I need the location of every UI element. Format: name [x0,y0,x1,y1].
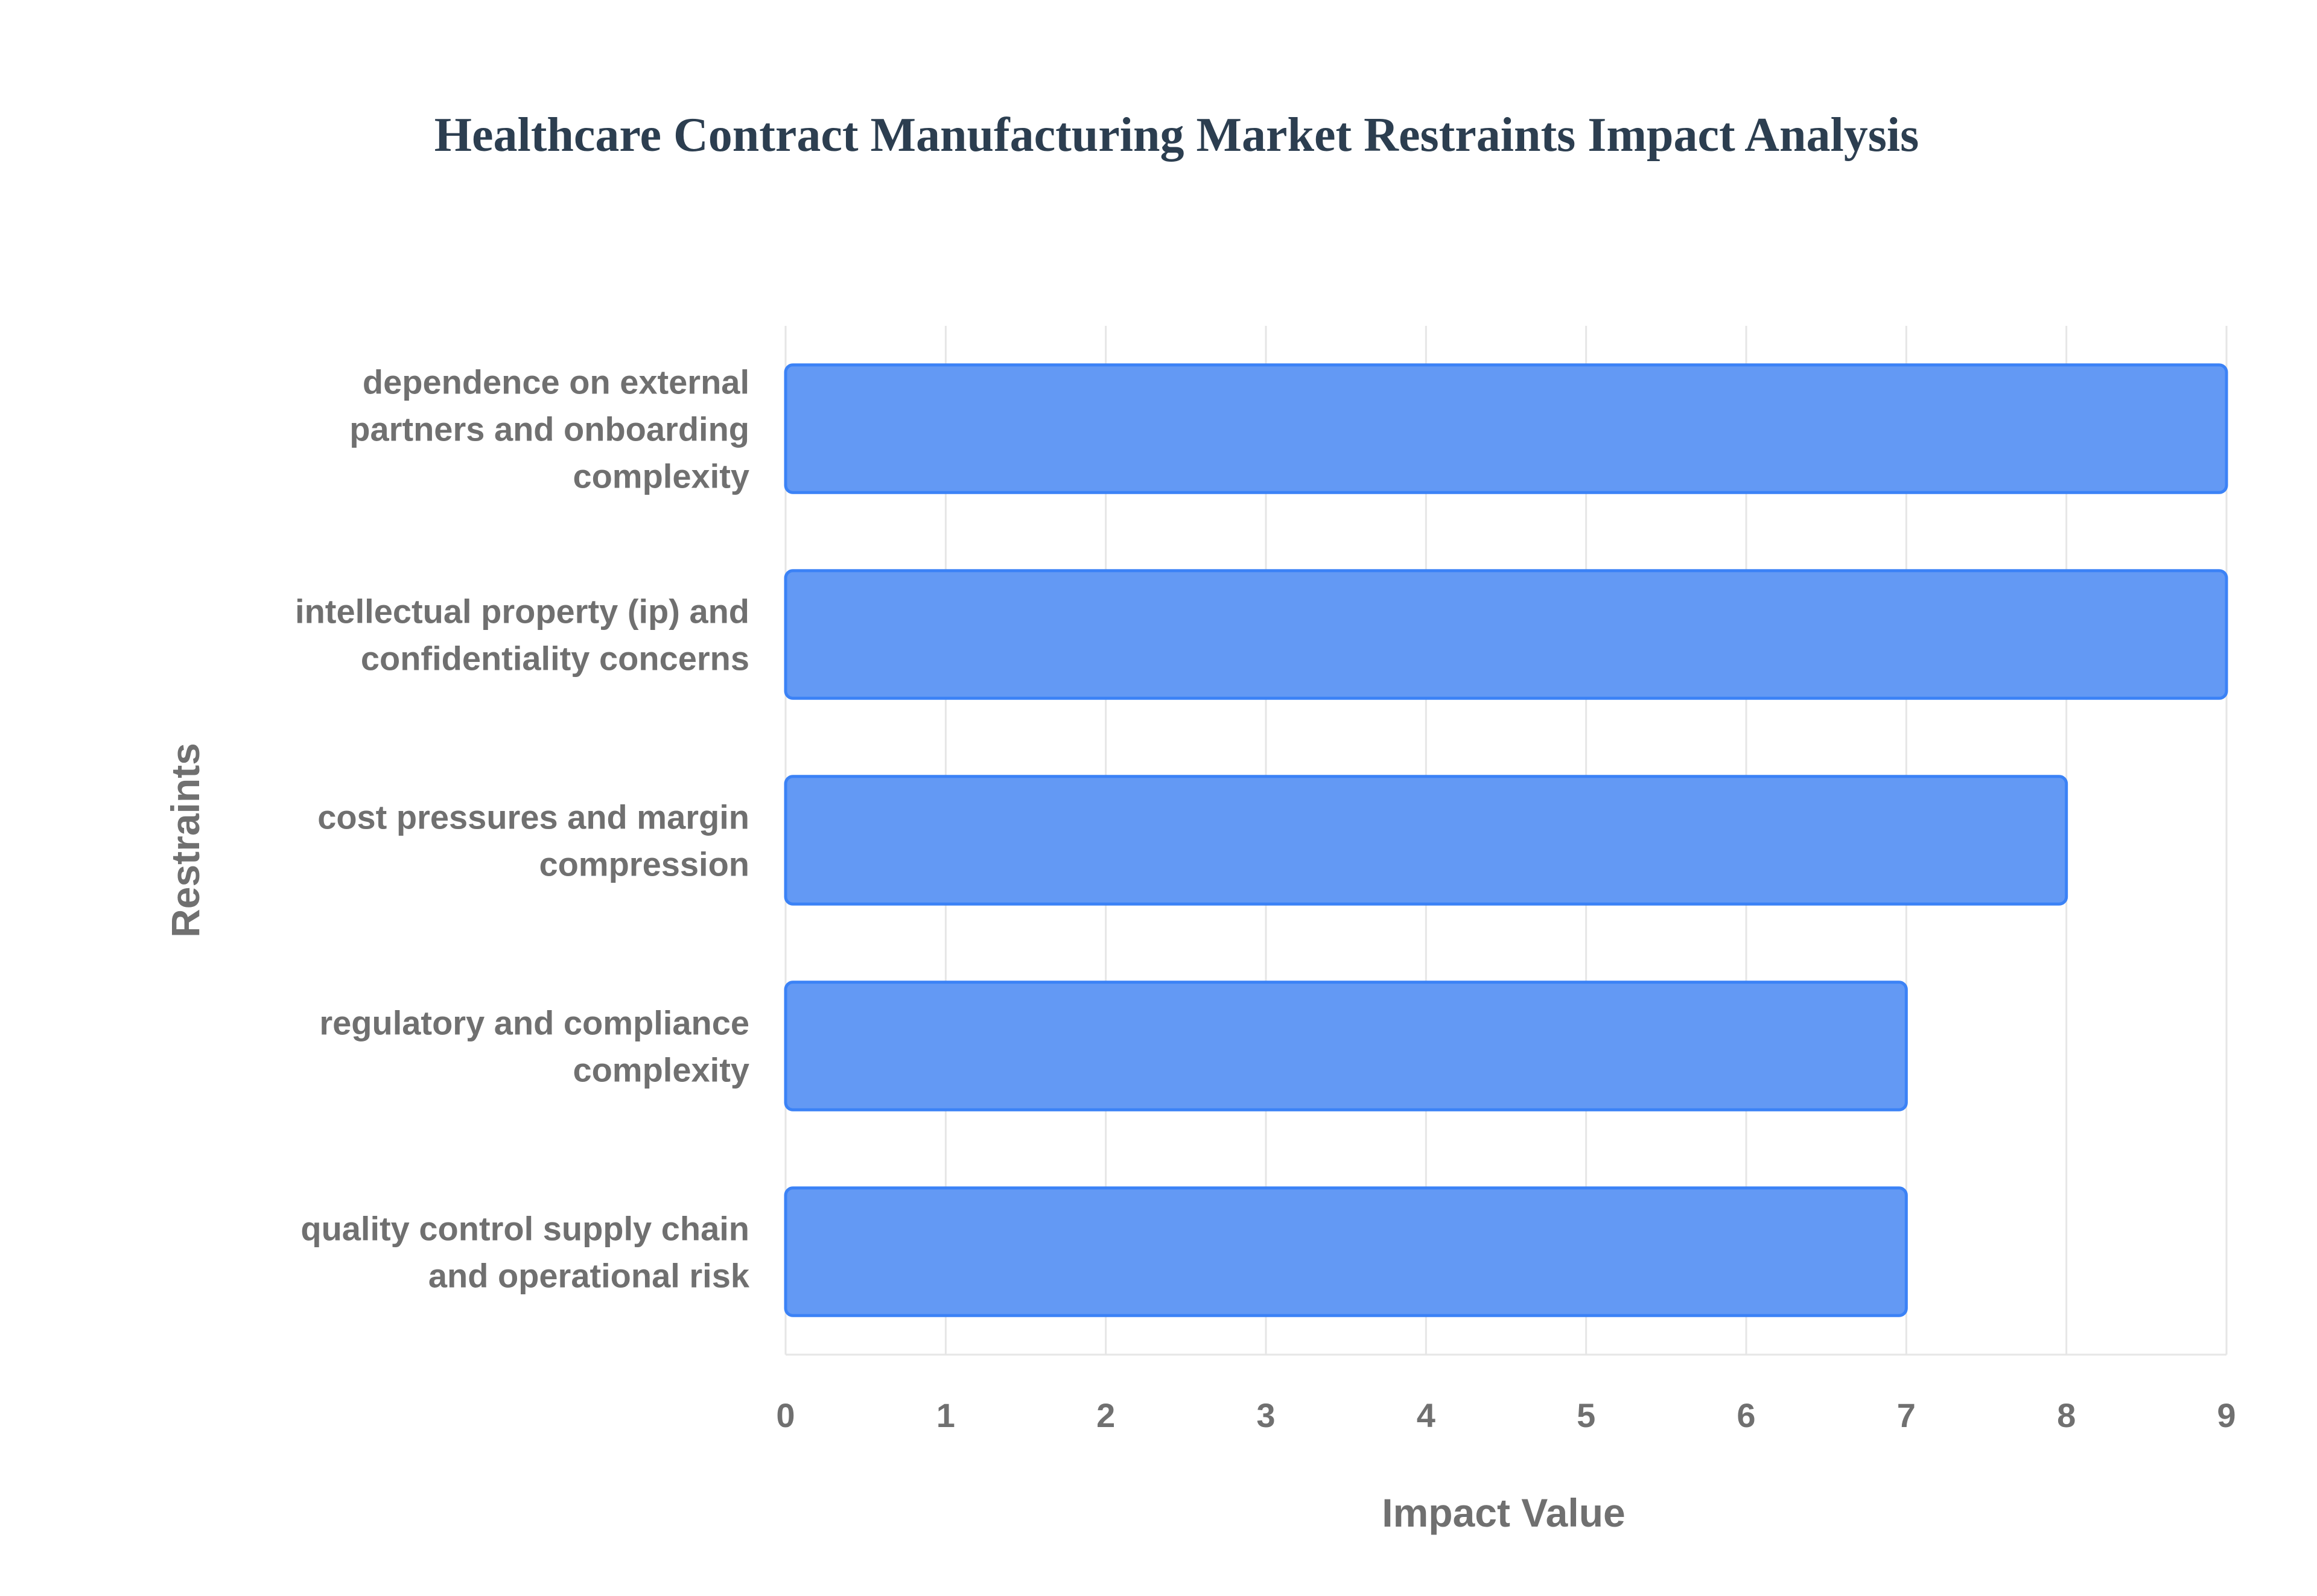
x-tick-label-1: 1 [936,1396,955,1434]
y-category-line: complexity [573,457,749,495]
bar-2 [784,775,2068,906]
x-axis-ticks: 0 1 2 3 4 5 6 7 8 9 [776,1396,2236,1434]
y-axis-categories: dependence on external partners and onboa… [295,363,750,1295]
x-tick-label-8: 8 [2057,1396,2076,1434]
y-category-line: dependence on external [363,363,749,401]
x-tick-label-0: 0 [776,1396,795,1434]
x-tick-label-3: 3 [1256,1396,1275,1434]
x-axis-title: Impact Value [1382,1490,1626,1535]
y-category-label-2: cost pressures and margin compression [317,798,749,883]
x-tick-label-6: 6 [1737,1396,1755,1434]
y-category-line: compression [539,845,749,883]
bar-1 [784,569,2228,700]
y-category-line: complexity [573,1051,749,1089]
y-category-label-1: intellectual property (ip) and confidenti… [295,593,749,678]
bar-4 [784,1186,1908,1317]
y-category-line: partners and onboarding [349,410,749,448]
x-tick-label-7: 7 [1897,1396,1916,1434]
y-category-label-0: dependence on external partners and onboa… [349,363,749,495]
bar-3 [784,981,1908,1111]
y-category-line: intellectual property (ip) and [295,593,749,631]
chart-title: Healthcare Contract Manufacturing Market… [434,109,1919,162]
y-category-label-3: regulatory and compliance complexity [319,1004,749,1089]
x-tick-label-2: 2 [1096,1396,1115,1434]
y-category-line: regulatory and compliance [319,1004,749,1042]
y-category-line: cost pressures and margin [317,798,749,836]
bars [784,363,2228,1317]
x-tick-label-4: 4 [1417,1396,1435,1434]
x-tick-label-9: 9 [2217,1396,2236,1434]
bar-0 [784,363,2228,494]
y-category-label-4: quality control supply chain and operatio… [300,1210,749,1295]
y-category-line: quality control supply chain [300,1210,749,1248]
y-axis-title: Restraints [163,743,208,938]
y-category-line: confidentiality concerns [361,640,749,678]
y-category-line: and operational risk [428,1257,750,1295]
x-tick-label-5: 5 [1577,1396,1595,1434]
